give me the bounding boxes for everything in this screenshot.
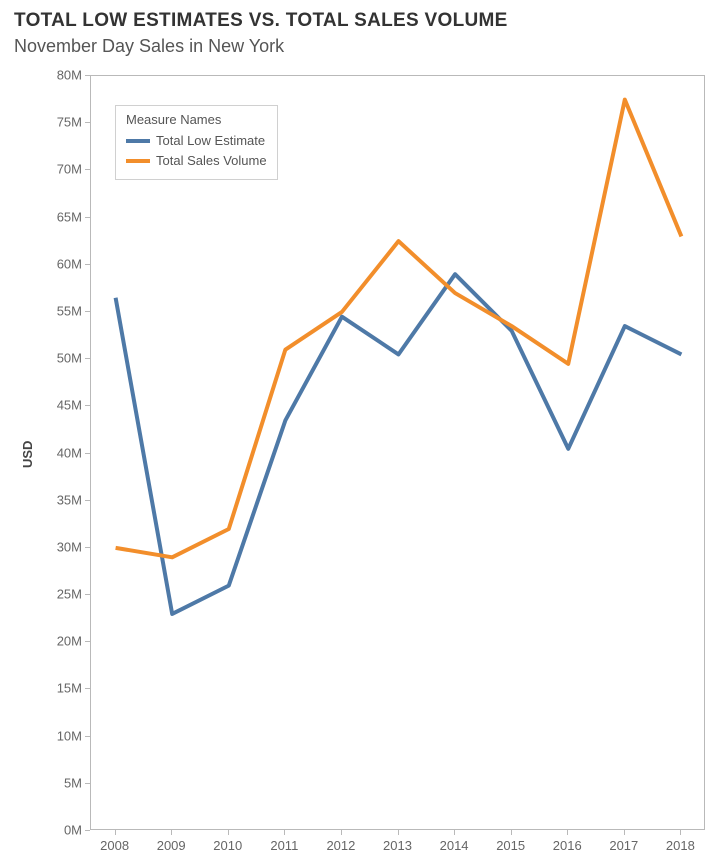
x-tick-mark bbox=[115, 830, 116, 835]
y-tick-mark bbox=[85, 736, 90, 737]
x-tick-label: 2010 bbox=[213, 838, 242, 853]
y-tick-mark bbox=[85, 217, 90, 218]
y-tick-mark bbox=[85, 264, 90, 265]
y-tick-mark bbox=[85, 547, 90, 548]
y-tick-mark bbox=[85, 75, 90, 76]
chart-container: TOTAL LOW ESTIMATES VS. TOTAL SALES VOLU… bbox=[0, 0, 717, 868]
y-tick-mark bbox=[85, 688, 90, 689]
y-tick-mark bbox=[85, 453, 90, 454]
legend-label: Total Low Estimate bbox=[156, 131, 265, 151]
y-tick-label: 50M bbox=[32, 351, 82, 366]
legend-title: Measure Names bbox=[126, 112, 267, 127]
legend-items: Total Low EstimateTotal Sales Volume bbox=[126, 131, 267, 171]
x-tick-mark bbox=[284, 830, 285, 835]
y-tick-label: 40M bbox=[32, 445, 82, 460]
y-tick-mark bbox=[85, 830, 90, 831]
chart-title: TOTAL LOW ESTIMATES VS. TOTAL SALES VOLU… bbox=[14, 10, 508, 32]
y-tick-label: 20M bbox=[32, 634, 82, 649]
y-tick-label: 25M bbox=[32, 587, 82, 602]
legend-item: Total Sales Volume bbox=[126, 151, 267, 171]
x-tick-mark bbox=[171, 830, 172, 835]
y-tick-mark bbox=[85, 594, 90, 595]
y-tick-label: 80M bbox=[32, 68, 82, 83]
x-tick-label: 2015 bbox=[496, 838, 525, 853]
y-tick-label: 5M bbox=[32, 775, 82, 790]
y-tick-mark bbox=[85, 641, 90, 642]
y-tick-label: 15M bbox=[32, 681, 82, 696]
x-tick-label: 2009 bbox=[157, 838, 186, 853]
legend-item: Total Low Estimate bbox=[126, 131, 267, 151]
y-tick-mark bbox=[85, 122, 90, 123]
chart-subtitle: November Day Sales in New York bbox=[14, 36, 284, 57]
x-tick-label: 2008 bbox=[100, 838, 129, 853]
x-tick-mark bbox=[398, 830, 399, 835]
y-tick-label: 55M bbox=[32, 303, 82, 318]
y-tick-mark bbox=[85, 311, 90, 312]
x-tick-mark bbox=[624, 830, 625, 835]
y-tick-label: 75M bbox=[32, 115, 82, 130]
x-tick-label: 2011 bbox=[270, 838, 298, 853]
x-tick-mark bbox=[680, 830, 681, 835]
legend-swatch bbox=[126, 159, 150, 163]
y-tick-mark bbox=[85, 358, 90, 359]
y-tick-mark bbox=[85, 169, 90, 170]
y-tick-label: 45M bbox=[32, 398, 82, 413]
x-tick-mark bbox=[228, 830, 229, 835]
y-tick-mark bbox=[85, 500, 90, 501]
y-tick-label: 65M bbox=[32, 209, 82, 224]
x-tick-label: 2012 bbox=[326, 838, 355, 853]
y-tick-label: 35M bbox=[32, 492, 82, 507]
x-tick-mark bbox=[341, 830, 342, 835]
y-tick-label: 10M bbox=[32, 728, 82, 743]
y-tick-label: 0M bbox=[32, 823, 82, 838]
series-line-0 bbox=[116, 274, 682, 614]
y-axis-label: USD bbox=[20, 440, 35, 467]
y-tick-label: 30M bbox=[32, 539, 82, 554]
legend-label: Total Sales Volume bbox=[156, 151, 267, 171]
y-tick-mark bbox=[85, 783, 90, 784]
y-tick-label: 60M bbox=[32, 256, 82, 271]
x-tick-label: 2018 bbox=[666, 838, 695, 853]
x-tick-label: 2016 bbox=[553, 838, 582, 853]
x-tick-mark bbox=[511, 830, 512, 835]
x-tick-mark bbox=[454, 830, 455, 835]
plot-area bbox=[90, 75, 705, 830]
y-tick-mark bbox=[85, 405, 90, 406]
legend: Measure Names Total Low EstimateTotal Sa… bbox=[115, 105, 278, 180]
legend-swatch bbox=[126, 139, 150, 143]
x-tick-mark bbox=[567, 830, 568, 835]
y-tick-label: 70M bbox=[32, 162, 82, 177]
x-tick-label: 2013 bbox=[383, 838, 412, 853]
x-tick-label: 2014 bbox=[440, 838, 469, 853]
line-chart-svg bbox=[91, 76, 706, 831]
x-tick-label: 2017 bbox=[609, 838, 638, 853]
